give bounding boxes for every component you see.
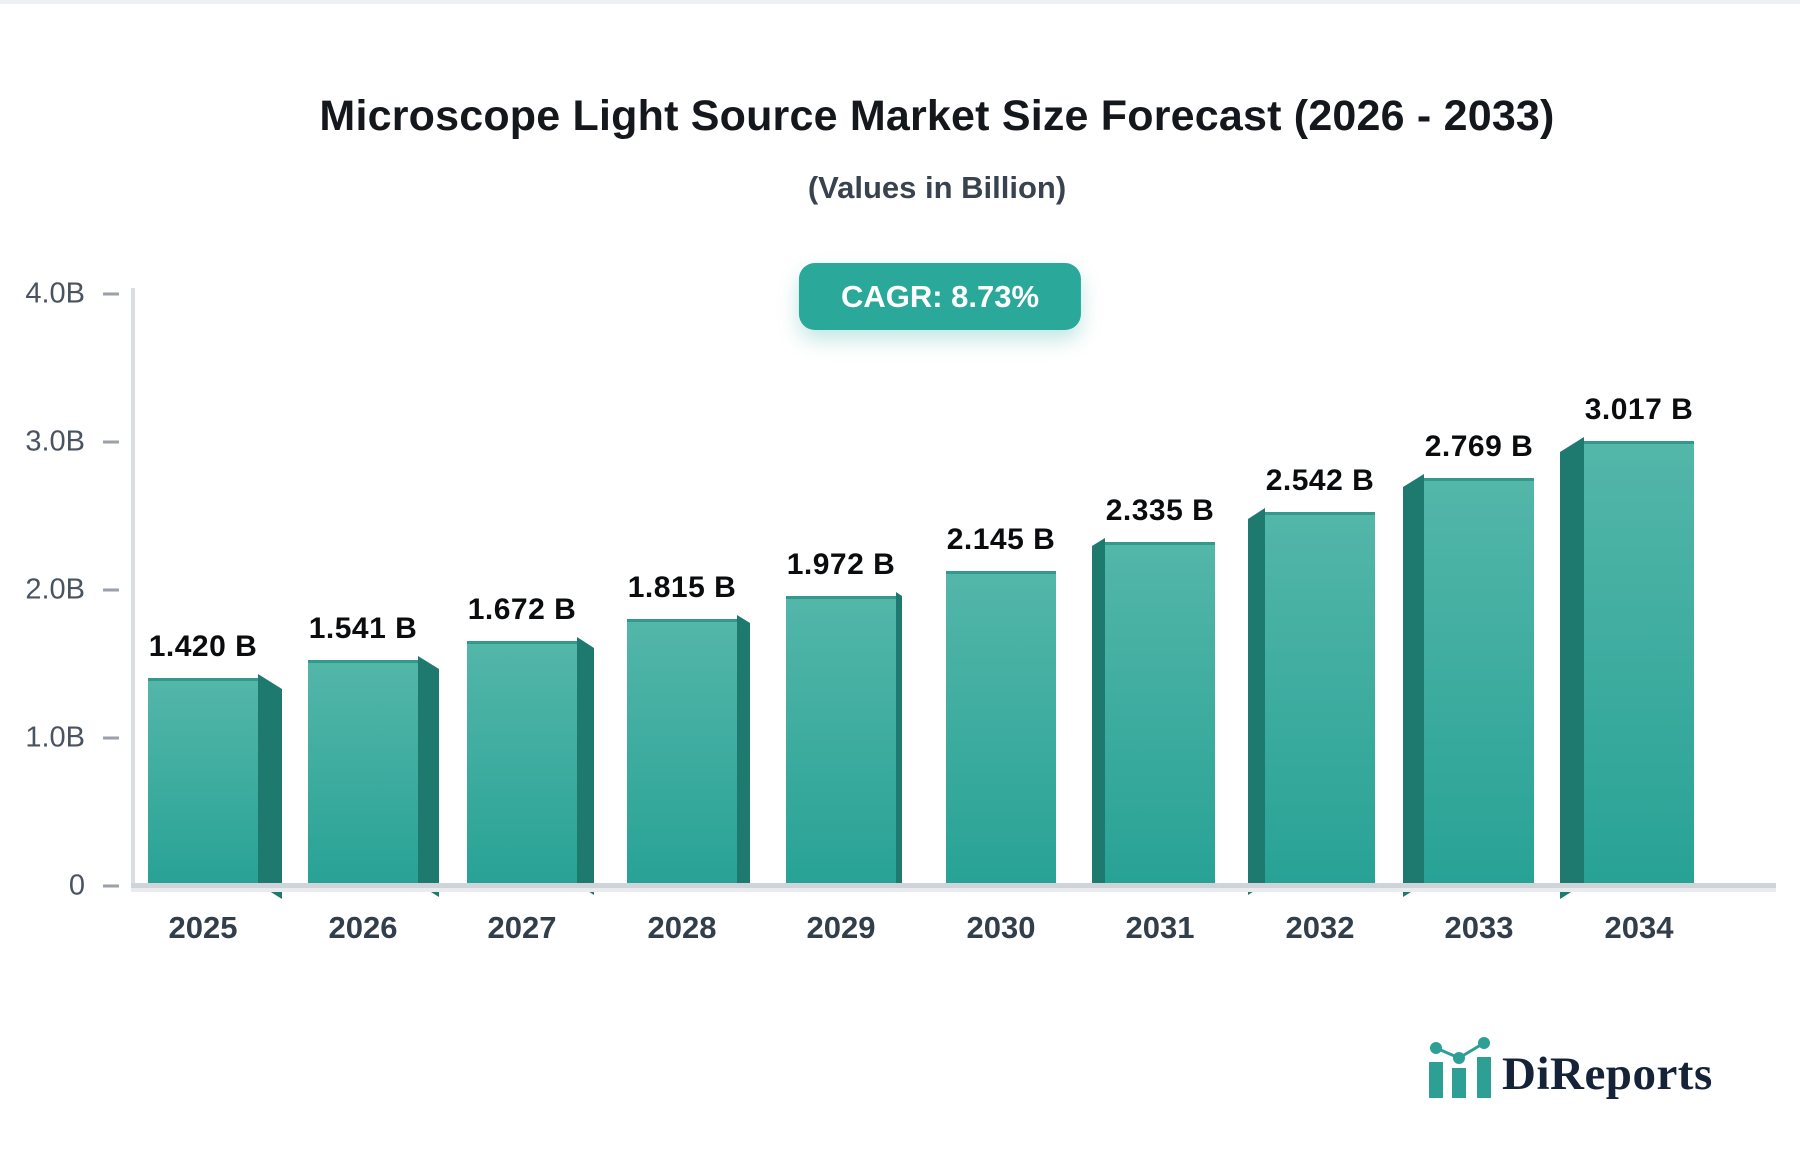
bar-side-face (1403, 474, 1424, 897)
y-axis-label: 0 (68, 869, 85, 901)
cagr-badge: CAGR: 8.73% (798, 263, 1082, 330)
top-border-strip (0, 0, 1800, 4)
x-axis-label: 2032 (1285, 910, 1355, 945)
y-axis-tick-mark (103, 884, 119, 887)
bar-value-label: 1.541 B (308, 612, 418, 645)
bar-side-face (577, 637, 594, 895)
bar (946, 571, 1056, 888)
y-axis-tick-mark (103, 440, 119, 443)
bar (1584, 441, 1694, 888)
chart-title: Microscope Light Source Market Size Fore… (319, 92, 1555, 140)
bar-value-label: 1.972 B (786, 548, 896, 581)
y-axis-tick-mark (103, 292, 119, 295)
bar-value-label: 2.335 B (1105, 494, 1215, 527)
x-axis-label: 2030 (966, 910, 1036, 945)
bar-value-label: 1.815 B (627, 571, 737, 604)
bar-value-label: 1.420 B (148, 630, 258, 663)
bar-side-face (1560, 437, 1584, 899)
logo-text: DiReports (1502, 1048, 1713, 1100)
bar (148, 678, 258, 888)
bar (467, 641, 577, 888)
bar-value-label: 3.017 B (1584, 393, 1694, 426)
y-axis-line (131, 288, 135, 888)
x-axis-label: 2028 (647, 910, 717, 945)
bar-value-label: 2.145 B (946, 523, 1056, 556)
bar-value-label: 2.542 B (1265, 464, 1375, 497)
bar-side-face (737, 615, 750, 892)
bar (1424, 478, 1534, 888)
x-axis-label: 2025 (168, 910, 238, 945)
bar-side-face (896, 592, 902, 888)
y-axis-tick-mark (103, 736, 119, 739)
bar-side-face (1248, 508, 1265, 895)
bar (786, 596, 896, 888)
bar (627, 619, 737, 888)
bar-value-label: 1.672 B (467, 593, 577, 626)
x-axis-label: 2034 (1604, 910, 1674, 945)
bar (1265, 512, 1375, 888)
y-axis-label: 2.0B (25, 573, 85, 605)
chart-subtitle: (Values in Billion) (807, 170, 1067, 205)
bar-value-label: 2.769 B (1424, 430, 1534, 463)
bar (1105, 542, 1215, 888)
bar-side-face (1092, 538, 1105, 892)
y-axis-label: 4.0B (25, 277, 85, 309)
y-axis-tick-mark (103, 588, 119, 591)
y-axis-label: 1.0B (25, 721, 85, 753)
bar-side-face (258, 674, 282, 899)
bar-side-face (418, 656, 439, 897)
x-axis-label: 2026 (328, 910, 398, 945)
x-axis-label: 2027 (487, 910, 557, 945)
y-axis-label: 3.0B (25, 425, 85, 457)
plot-area: 4.0B 3.0B 2.0B 1.0B 0 1.420 B 2025 1.541 B 2026 1… (25, 277, 1776, 945)
logo: DiReports (1428, 1036, 1713, 1098)
x-axis-baseline (131, 883, 1776, 888)
x-axis-label: 2031 (1125, 910, 1195, 945)
x-axis-label: 2033 (1444, 910, 1514, 945)
mini-bar-chart-icon (1428, 1036, 1494, 1098)
bar (308, 660, 418, 888)
x-axis-label: 2029 (806, 910, 876, 945)
